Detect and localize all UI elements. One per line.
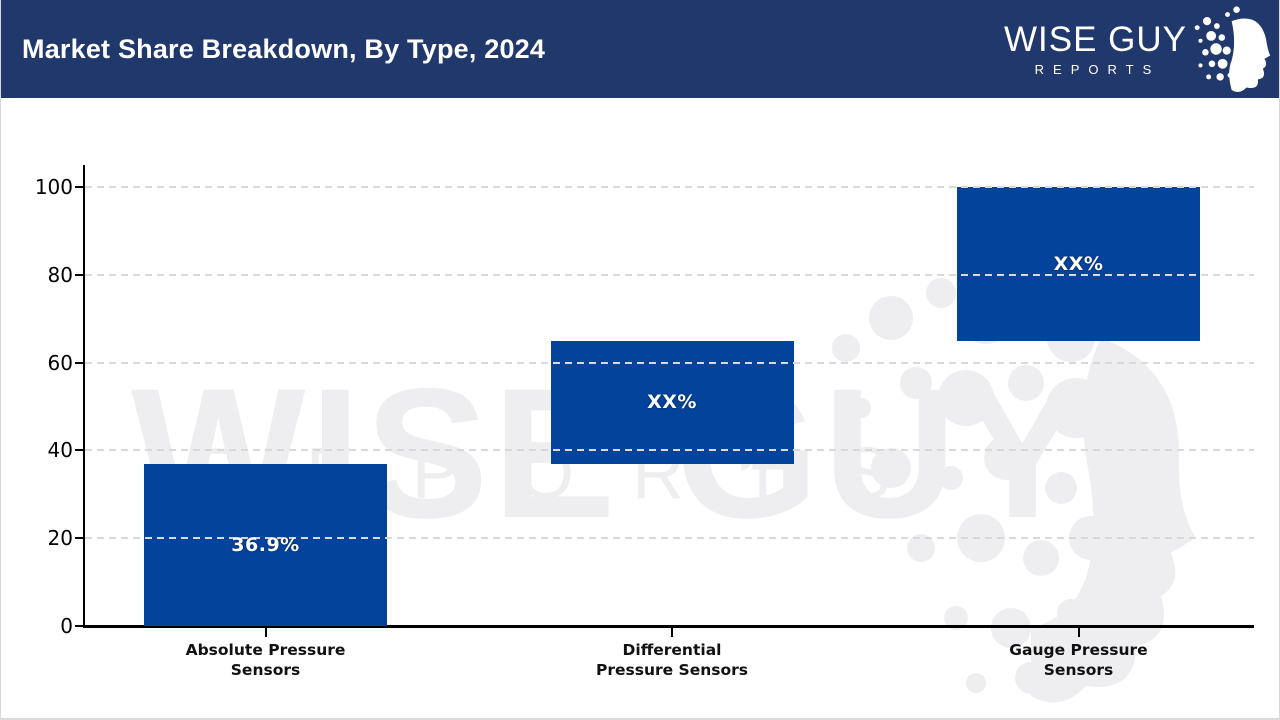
y-tick-mark <box>75 186 83 188</box>
y-tick-mark <box>75 625 83 627</box>
waterfall-bar <box>144 464 387 626</box>
x-axis-spine <box>83 625 1254 628</box>
bar-value-label: XX% <box>647 391 697 414</box>
y-tick-label: 20 <box>47 526 73 551</box>
y-tick-mark <box>75 273 83 276</box>
bar-value-label: XX% <box>1053 252 1104 275</box>
gridline <box>85 537 1254 540</box>
y-axis-spine <box>83 165 85 627</box>
brand-name: WISE GUY <box>1003 19 1187 59</box>
y-tick-label: 100 <box>34 175 73 199</box>
gridline <box>85 449 1254 452</box>
y-tick-label: 40 <box>47 438 73 463</box>
gridline <box>85 361 1254 364</box>
y-tick-label: 80 <box>47 262 73 287</box>
gridline <box>85 186 1254 188</box>
brand-logo-text: WISE GUY REPORTS <box>1003 19 1187 77</box>
brand-logo: WISE GUY REPORTS <box>1004 2 1271 96</box>
x-category-label: Gauge Pressure Sensors <box>1009 641 1148 679</box>
x-tick-mark <box>671 628 673 637</box>
y-tick-mark <box>75 449 83 452</box>
gridline <box>85 273 1254 276</box>
y-tick-label: 60 <box>47 350 73 375</box>
x-category-label: Absolute Pressure Sensors <box>185 641 346 679</box>
x-category-label: Differential Pressure Sensors <box>595 641 748 679</box>
chart-title: Market Share Breakdown, By Type, 2024 <box>22 33 546 64</box>
waterfall-bar <box>550 340 794 464</box>
x-tick-mark <box>1077 628 1080 637</box>
y-tick-mark <box>75 361 83 364</box>
bar-value-label: 36.9% <box>231 534 300 556</box>
brand-subname: REPORTS <box>1034 61 1161 77</box>
header-bar: Market Share Breakdown, By Type, 2024 WI… <box>1 0 1279 98</box>
brand-face-icon <box>1194 6 1271 92</box>
y-tick-label: 0 <box>60 614 73 638</box>
x-tick-mark <box>264 628 267 637</box>
y-tick-mark <box>75 537 83 540</box>
